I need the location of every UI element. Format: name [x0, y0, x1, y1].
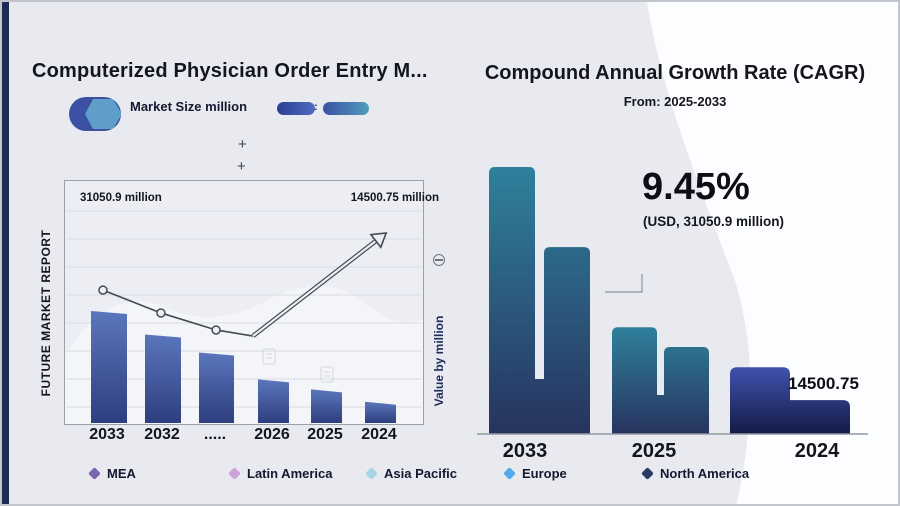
x-tick-label: 2025: [307, 426, 343, 443]
legend-item: MEA: [88, 466, 136, 481]
market-size-label: Market Size million: [130, 99, 248, 114]
x-tick-label: 2026: [254, 426, 290, 443]
x-tick-label: 2033: [89, 426, 125, 443]
ratio-pill-right: [323, 102, 369, 115]
left-frame-strip: [2, 2, 9, 504]
end-value-annotation: 14500.75 million: [350, 192, 439, 204]
y-axis-label: Value by million: [432, 315, 446, 407]
cagr-note: (USD, 31050.9 million): [643, 214, 785, 229]
ratio-separator: :: [314, 101, 318, 113]
right-plot-svg: [477, 167, 868, 435]
x-tick-label: .....: [203, 426, 227, 443]
x-tick-label: 2024: [794, 440, 840, 462]
diamond-icon: [88, 467, 101, 480]
x-tick-label: 2033: [502, 440, 548, 462]
legend-item: Europe: [503, 466, 567, 481]
diamond-icon: [503, 467, 516, 480]
legend-label: MEA: [107, 466, 136, 481]
legend-item: North America: [641, 466, 750, 481]
legend-item: Latin America: [228, 466, 333, 481]
plus-icon: +: [237, 158, 246, 175]
white-wedge-shape: [647, 2, 898, 504]
market-size-chart-panel: [64, 180, 424, 425]
cagr-value: 9.45%: [642, 166, 750, 208]
legend-label: Europe: [522, 466, 567, 481]
brand-logo-icon: [69, 97, 121, 131]
diamond-icon: [228, 467, 241, 480]
legend-label: Asia Pacific: [384, 466, 457, 481]
cagr-chart-title: Compound Annual Growth Rate (CAGR): [484, 62, 866, 84]
cagr-chart-area: [472, 162, 872, 437]
page-title: Computerized Physician Order Entry M...: [32, 60, 428, 82]
diamond-icon: [641, 467, 654, 480]
legend-label: Latin America: [247, 466, 333, 481]
circle-minus-icon: [433, 254, 445, 266]
ratio-pill-left: [277, 102, 315, 115]
diamond-icon: [365, 467, 378, 480]
legend-item: Asia Pacific: [365, 466, 457, 481]
x-tick-label: 2032: [144, 426, 180, 443]
x-tick-label: 2025: [631, 440, 677, 462]
x-tick-label: 2024: [361, 426, 397, 443]
left-plot-svg: [65, 210, 423, 424]
start-value-annotation: 31050.9 million: [80, 192, 162, 204]
legend-label: North America: [660, 466, 750, 481]
data-value-label: 14500.75: [788, 374, 859, 393]
watermark-side-text: FUTURE MARKET REPORT: [39, 229, 53, 397]
cagr-chart-subtitle: From: 2025-2033: [623, 94, 727, 109]
plus-icon: +: [238, 136, 247, 153]
